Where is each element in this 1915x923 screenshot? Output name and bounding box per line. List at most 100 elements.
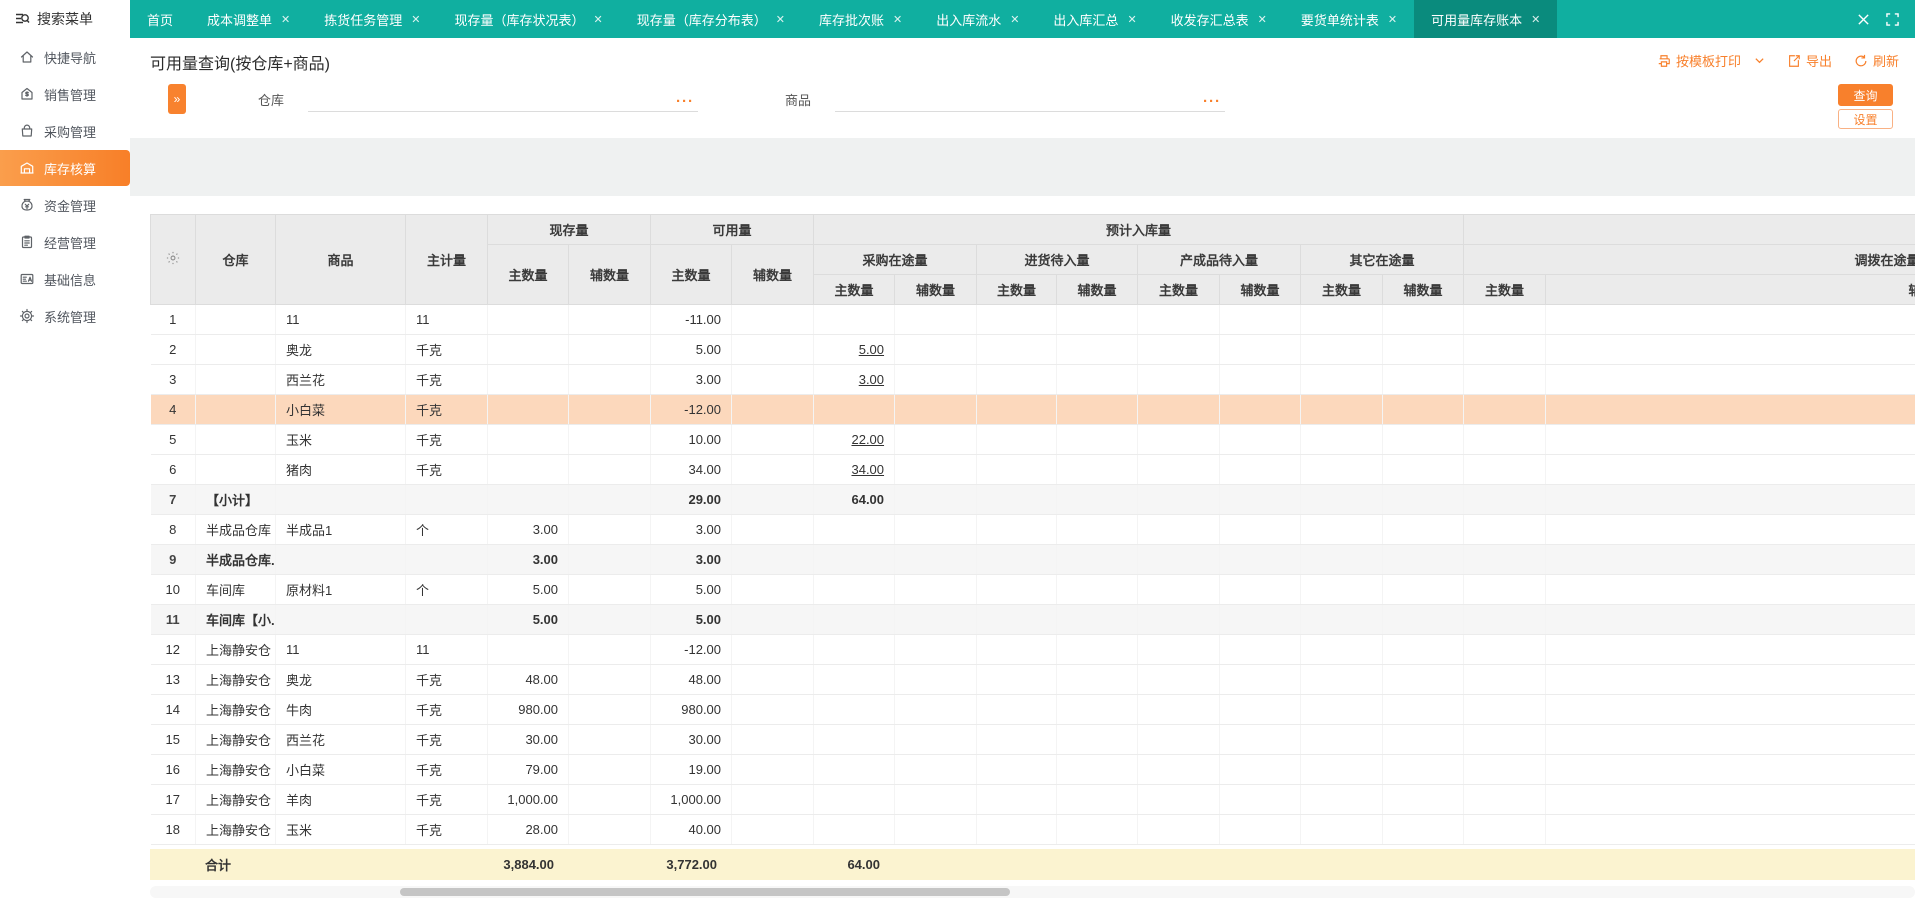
cell-empty xyxy=(894,514,978,545)
search-menu[interactable]: 搜索菜单 xyxy=(0,0,130,38)
table-row[interactable]: 16 上海静安仓 小白菜 千克 79.00 19.00 xyxy=(150,754,1915,785)
table-row[interactable]: 10 车间库 原材料1 个 5.00 5.00 xyxy=(150,574,1915,605)
tab-close-icon[interactable]: ✕ xyxy=(1387,13,1398,26)
group-header-expected-in: 预计入库量 xyxy=(813,214,1465,245)
product-input[interactable] xyxy=(835,88,1226,112)
settings-button[interactable]: 设置 xyxy=(1838,109,1893,129)
purchase-transit-link[interactable]: 3.00 xyxy=(858,372,885,387)
table-row[interactable]: 14 上海静安仓 牛肉 千克 980.00 980.00 xyxy=(150,694,1915,725)
tab-7[interactable]: 出入库汇总 ✕ xyxy=(1036,0,1153,38)
purchase-transit-link[interactable]: 22.00 xyxy=(851,432,885,447)
col-header-main-qty[interactable]: 主数量 xyxy=(976,274,1058,305)
fullscreen-icon[interactable] xyxy=(1886,12,1899,26)
sidebar-item-1[interactable]: 销售管理 xyxy=(0,76,130,112)
tab-8[interactable]: 收发存汇总表 ✕ xyxy=(1154,0,1284,38)
tab-4[interactable]: 现存量（库存分布表） ✕ xyxy=(620,0,802,38)
col-header-unit[interactable]: 主计量 xyxy=(405,214,488,305)
tab-10[interactable]: 可用量库存账本 ✕ xyxy=(1414,0,1558,38)
table-row[interactable]: 5 玉米 千克 10.00 22.00 xyxy=(150,424,1915,455)
tab-close-icon[interactable]: ✕ xyxy=(281,13,291,26)
col-header-aux-qty[interactable]: 辅数量 xyxy=(894,274,978,305)
tab-home[interactable]: 首页 xyxy=(130,0,190,38)
column-settings-gear-icon[interactable] xyxy=(166,251,180,265)
horizontal-scrollbar-thumb[interactable] xyxy=(400,888,1010,896)
sidebar-item-0[interactable]: 快捷导航 xyxy=(0,39,130,75)
sidebar-item-5[interactable]: 经营管理 xyxy=(0,224,130,260)
collapse-filter-button[interactable]: » xyxy=(168,84,186,114)
col-header-onhand-main[interactable]: 主数量 xyxy=(487,244,569,305)
tab-2[interactable]: 拣货任务管理 ✕ xyxy=(307,0,437,38)
col-header-product[interactable]: 商品 xyxy=(275,214,406,305)
col-header-aux-qty[interactable]: 辅数量 xyxy=(1056,274,1139,305)
table-row[interactable]: 13 上海静安仓 奥龙 千克 48.00 48.00 xyxy=(150,664,1915,695)
table-row[interactable]: 7 【小计】 29.00 64.00 xyxy=(150,484,1915,515)
tab-5[interactable]: 库存批次账 ✕ xyxy=(802,0,919,38)
tab-close-icon[interactable]: ✕ xyxy=(593,13,603,26)
col-header-main-qty[interactable]: 主数量 xyxy=(1300,274,1384,305)
cell-empty xyxy=(1545,814,1915,845)
table-row[interactable]: 12 上海静安仓 11 11 -12.00 xyxy=(150,634,1915,665)
cell-purchase-transit-main xyxy=(813,814,896,845)
table-row[interactable]: 15 上海静安仓 西兰花 千克 30.00 30.00 xyxy=(150,724,1915,755)
purchase-transit-link[interactable]: 5.00 xyxy=(858,342,885,357)
table-row[interactable]: 11 车间库【小... 5.00 5.00 xyxy=(150,604,1915,635)
cell-empty xyxy=(976,544,1058,575)
col-header-onhand-aux[interactable]: 辅数量 xyxy=(567,244,652,305)
table-row[interactable]: 3 西兰花 千克 3.00 3.00 xyxy=(150,364,1915,395)
cell-row-number: 13 xyxy=(150,664,196,695)
tab-close-icon[interactable]: ✕ xyxy=(892,13,903,26)
purchase-transit-link[interactable]: 34.00 xyxy=(851,462,885,477)
table-row[interactable]: 1 11 11 -11.00 xyxy=(150,304,1915,335)
warehouse-input[interactable] xyxy=(308,88,699,112)
sidebar-item-label: 资金管理 xyxy=(44,198,97,214)
table-row[interactable]: 18 上海静安仓 玉米 千克 28.00 40.00 xyxy=(150,814,1915,845)
tab-3[interactable]: 现存量（库存状况表） ✕ xyxy=(437,0,619,38)
cell-empty xyxy=(894,634,978,665)
col-header-aux-qty[interactable]: 辅数量 xyxy=(1382,274,1465,305)
col-header-aux-qty[interactable]: 辅数量 xyxy=(1219,274,1302,305)
sidebar-item-4[interactable]: 资金管理 xyxy=(0,187,130,223)
column-settings-header[interactable] xyxy=(150,214,196,305)
col-header-main-qty[interactable]: 主数量 xyxy=(1137,274,1221,305)
close-all-icon[interactable] xyxy=(1857,13,1870,26)
sidebar-item-2[interactable]: 采购管理 xyxy=(0,113,130,149)
chevron-down-icon[interactable] xyxy=(1754,55,1765,66)
query-button[interactable]: 查询 xyxy=(1838,84,1893,106)
tab-close-icon[interactable]: ✕ xyxy=(1010,13,1020,26)
product-picker-button[interactable]: ··· xyxy=(1203,93,1222,110)
cell-empty xyxy=(1545,724,1915,755)
tab-close-icon[interactable]: ✕ xyxy=(1257,13,1267,26)
sidebar-item-7[interactable]: 系统管理 xyxy=(0,298,130,334)
cell-empty xyxy=(1137,514,1221,545)
cell-empty xyxy=(1219,514,1302,545)
tab-close-icon[interactable]: ✕ xyxy=(1531,13,1541,26)
table-row[interactable]: 6 猪肉 千克 34.00 34.00 xyxy=(150,454,1915,485)
refresh-button[interactable]: 刷新 xyxy=(1854,51,1899,70)
col-header-available-main[interactable]: 主数量 xyxy=(650,244,733,305)
cell-product: 11 xyxy=(275,304,406,335)
tab-1[interactable]: 成本调整单 ✕ xyxy=(190,0,307,38)
sidebar-item-6[interactable]: 基础信息 xyxy=(0,261,130,297)
tab-6[interactable]: 出入库流水 ✕ xyxy=(919,0,1036,38)
col-header-available-aux[interactable]: 辅数量 xyxy=(731,244,815,305)
cell-empty xyxy=(976,454,1058,485)
sidebar-item-3[interactable]: 库存核算 xyxy=(0,150,130,186)
col-header-main-qty[interactable]: 主数量 xyxy=(1463,274,1547,305)
tab-close-icon[interactable]: ✕ xyxy=(411,13,421,26)
col-header-main-qty[interactable]: 主数量 xyxy=(813,274,896,305)
tab-close-icon[interactable]: ✕ xyxy=(775,13,785,26)
table-row[interactable]: 17 上海静安仓 羊肉 千克 1,000.00 1,000.00 xyxy=(150,784,1915,815)
col-header-aux-qty[interactable]: 辅数量 xyxy=(1545,274,1915,305)
tab-close-icon[interactable]: ✕ xyxy=(1127,13,1137,26)
col-header-warehouse[interactable]: 仓库 xyxy=(195,214,276,305)
print-by-template-button[interactable]: 按模板打印 xyxy=(1657,51,1765,70)
tab-9[interactable]: 要货单统计表 ✕ xyxy=(1284,0,1414,38)
table-row[interactable]: 9 半成品仓库... 3.00 3.00 xyxy=(150,544,1915,575)
total-label: 合计 xyxy=(195,849,275,880)
table-row[interactable]: 2 奥龙 千克 5.00 5.00 xyxy=(150,334,1915,365)
export-button[interactable]: 导出 xyxy=(1787,51,1832,70)
table-row[interactable]: 4 小白菜 千克 -12.00 xyxy=(150,394,1915,425)
table-row[interactable]: 8 半成品仓库 半成品1 个 3.00 3.00 xyxy=(150,514,1915,545)
cell-empty xyxy=(1056,664,1139,695)
warehouse-picker-button[interactable]: ··· xyxy=(676,93,695,110)
